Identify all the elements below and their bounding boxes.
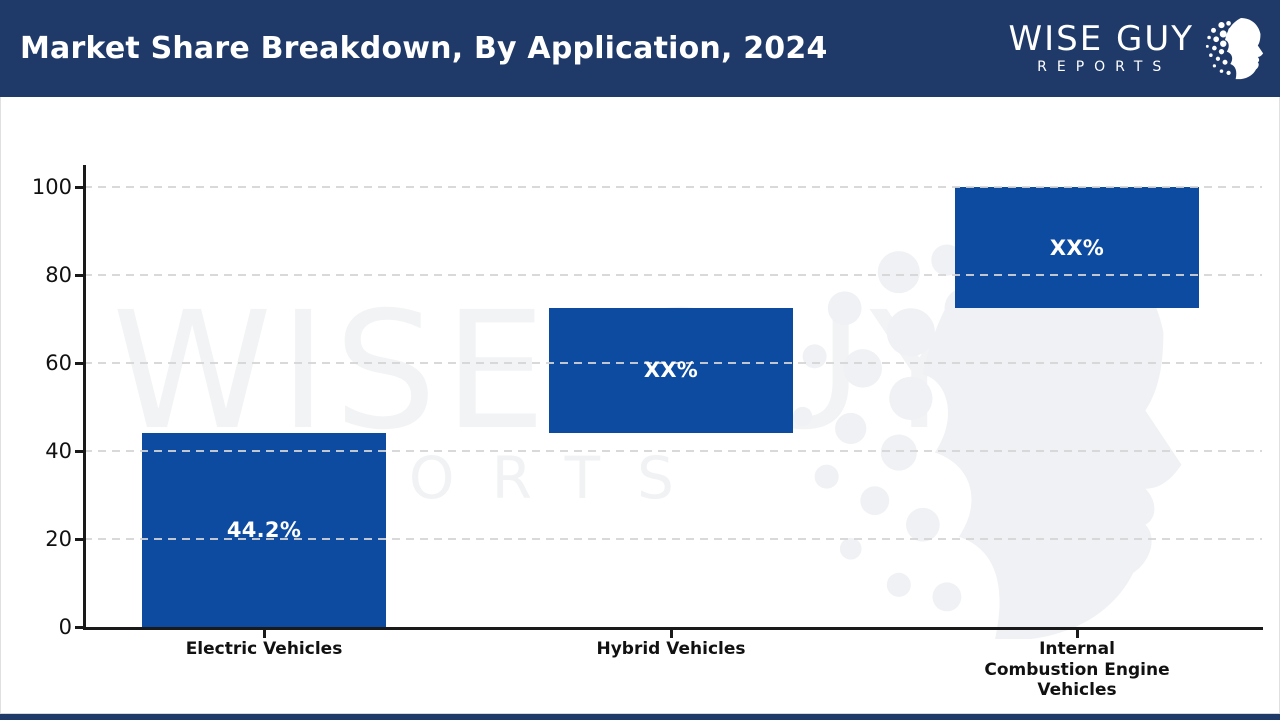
y-tick-mark — [75, 186, 83, 189]
y-tick-label: 0 — [58, 615, 72, 639]
grid-line — [84, 450, 1262, 452]
logo-head-icon — [1205, 17, 1264, 79]
grid-line — [84, 362, 1262, 364]
y-tick-mark — [75, 626, 83, 629]
y-tick-label: 60 — [45, 351, 72, 375]
wiseguy-logo: WISE GUY REPORTS — [1008, 12, 1264, 86]
bar — [955, 187, 1199, 309]
grid-line — [84, 274, 1262, 276]
y-tick-label: 40 — [45, 439, 72, 463]
bar — [549, 308, 793, 433]
grid-line — [84, 538, 1262, 540]
watermark-head-icon — [792, 224, 1182, 639]
y-tick-label: 80 — [45, 263, 72, 287]
logo-subtitle: REPORTS — [1037, 58, 1172, 75]
x-category-label: Internal Combustion Engine Vehicles — [984, 639, 1170, 701]
x-tick-mark — [670, 630, 673, 638]
y-tick-label: 100 — [31, 175, 72, 199]
bar — [142, 432, 386, 627]
x-category-label: Electric Vehicles — [185, 639, 343, 659]
bar-value-label: 44.2% — [226, 517, 302, 542]
x-tick-mark — [1076, 630, 1079, 638]
x-axis-line — [83, 627, 1263, 630]
bar-value-label: XX% — [643, 358, 699, 383]
page-title: Market Share Breakdown, By Application, … — [20, 31, 828, 66]
bar-value-label: XX% — [1049, 235, 1105, 260]
footer-strip — [0, 714, 1280, 720]
y-axis-line — [83, 165, 86, 629]
y-tick-label: 20 — [45, 527, 72, 551]
header: Market Share Breakdown, By Application, … — [0, 0, 1280, 97]
grid-line — [84, 186, 1262, 188]
y-tick-mark — [75, 538, 83, 541]
x-tick-mark — [263, 630, 266, 638]
y-tick-mark — [75, 450, 83, 453]
y-tick-mark — [75, 274, 83, 277]
x-category-label: Hybrid Vehicles — [596, 639, 746, 659]
y-tick-mark — [75, 362, 83, 365]
logo-wordmark: WISE GUY — [1008, 19, 1194, 60]
